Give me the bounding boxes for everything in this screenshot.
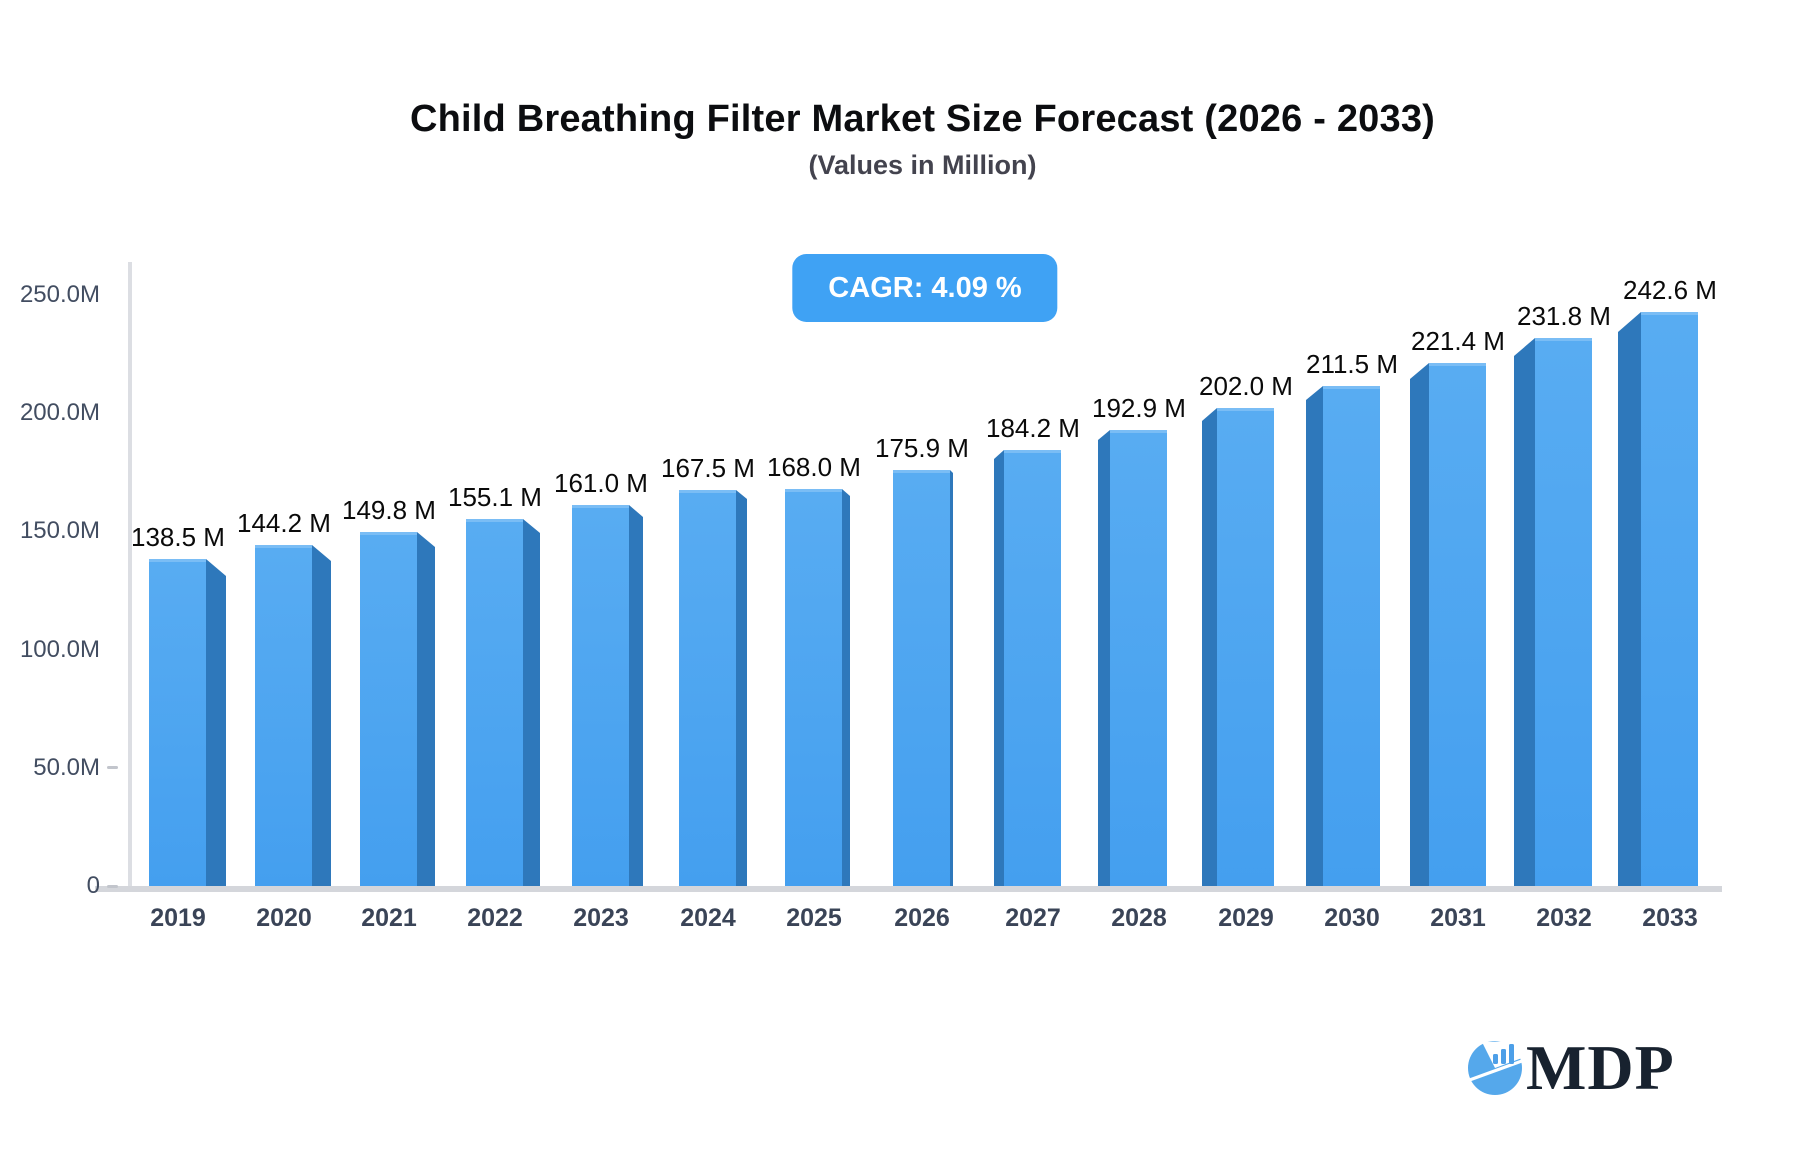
bar-2022[interactable]: [466, 519, 540, 886]
bar-3d-side-face: [417, 532, 435, 886]
y-axis-tick-mark: [107, 766, 118, 770]
bar-value-label: 221.4 M: [1411, 326, 1505, 356]
bar-front-face[interactable]: [1004, 450, 1061, 886]
brand-logo: MDP: [1468, 1032, 1675, 1103]
bar-value-label: 184.2 M: [986, 413, 1080, 443]
bar-value-label: 242.6 M: [1623, 275, 1717, 305]
bar-front-face[interactable]: [149, 559, 206, 886]
bar-value-label: 161.0 M: [554, 468, 648, 498]
x-axis-label-2030: 2030: [1324, 904, 1380, 932]
x-axis-label-2033: 2033: [1642, 904, 1698, 932]
bar-value-label: 211.5 M: [1305, 349, 1398, 379]
bar-3d-side-face: [842, 489, 850, 886]
bar-front-face[interactable]: [572, 505, 629, 886]
x-axis-label-2026: 2026: [894, 904, 950, 932]
bar-2032[interactable]: [1514, 338, 1592, 886]
x-axis-label-2031: 2031: [1430, 904, 1486, 932]
bar-front-face[interactable]: [679, 490, 736, 886]
bar-front-face[interactable]: [255, 545, 312, 886]
bar-2019[interactable]: [149, 559, 226, 886]
bar-2029[interactable]: [1202, 408, 1274, 886]
bar-3d-side-face: [1514, 338, 1535, 886]
chart-subtitle: (Values in Million): [808, 150, 1037, 180]
x-axis-baseline: [95, 886, 1722, 892]
bar-front-face[interactable]: [1110, 430, 1167, 886]
y-axis-tick-label: 200.0M: [19, 399, 100, 427]
bar-2033[interactable]: [1618, 312, 1698, 886]
bar-3d-side-face: [629, 505, 643, 886]
y-axis-tick-label: 50.0M: [33, 753, 100, 781]
bar-front-face[interactable]: [1535, 338, 1592, 886]
x-axis-label-2021: 2021: [361, 904, 417, 932]
bar-3d-side-face: [1098, 430, 1110, 886]
x-axis-label-2032: 2032: [1536, 904, 1592, 932]
bar-2020[interactable]: [255, 545, 331, 886]
y-axis-tick-label: 0: [86, 872, 100, 899]
x-axis-label-2019: 2019: [150, 904, 206, 932]
bar-3d-side-face: [950, 470, 953, 886]
y-axis-tick-label: 250.0M: [19, 280, 100, 308]
bar-3d-side-face: [1618, 312, 1641, 886]
bar-value-label: 138.5 M: [131, 522, 225, 552]
bar-2025[interactable]: [785, 489, 850, 886]
bar-value-label: 175.9 M: [875, 433, 969, 463]
bar-2027[interactable]: [994, 450, 1061, 886]
bar-value-label: 144.2 M: [237, 508, 331, 538]
x-axis-label-2027: 2027: [1005, 904, 1061, 932]
y-axis-tick-mark: [107, 884, 118, 888]
bar-value-label: 192.9 M: [1092, 393, 1186, 423]
bar-front-face[interactable]: [1323, 386, 1380, 886]
y-axis-line: [128, 262, 132, 886]
bar-3d-side-face: [206, 559, 226, 886]
bar-front-face[interactable]: [1217, 408, 1274, 886]
logo-text: MDP: [1526, 1032, 1675, 1103]
bar-value-label: 231.8 M: [1517, 301, 1611, 331]
x-axis-label-2023: 2023: [573, 904, 629, 932]
bar-front-face[interactable]: [1641, 312, 1698, 886]
bar-3d-side-face: [312, 545, 331, 886]
pie-bar-chart-icon: [1468, 1041, 1522, 1095]
bar-3d-side-face: [736, 490, 747, 886]
bar-2023[interactable]: [572, 505, 643, 886]
bar-2026[interactable]: [893, 470, 953, 886]
bar-2031[interactable]: [1410, 363, 1486, 886]
x-axis-label-2028: 2028: [1111, 904, 1167, 932]
bar-3d-side-face: [1202, 408, 1217, 886]
bar-front-face[interactable]: [1429, 363, 1486, 886]
bar-front-face[interactable]: [785, 489, 842, 886]
bar-2028[interactable]: [1098, 430, 1167, 886]
bar-3d-side-face: [523, 519, 540, 886]
x-axis-label-2029: 2029: [1218, 904, 1274, 932]
bar-3d-side-face: [1410, 363, 1429, 886]
y-axis-tick-label: 150.0M: [19, 517, 100, 545]
bar-value-label: 167.5 M: [661, 453, 755, 483]
bar-front-face[interactable]: [360, 532, 417, 886]
bar-2024[interactable]: [679, 490, 747, 886]
bar-front-face[interactable]: [893, 470, 950, 886]
chart-title: Child Breathing Filter Market Size Forec…: [409, 98, 1436, 140]
bar-3d-side-face: [994, 450, 1004, 886]
bar-value-label: 168.0 M: [767, 452, 861, 482]
bar-3d-side-face: [1306, 386, 1323, 886]
x-axis-label-2020: 2020: [256, 904, 312, 932]
bar-value-label: 155.1 M: [448, 482, 542, 512]
cagr-badge: CAGR: 4.09 %: [792, 254, 1058, 322]
x-axis-label-2022: 2022: [467, 904, 523, 932]
bar-2021[interactable]: [360, 532, 435, 886]
y-axis-tick-label: 100.0M: [19, 635, 100, 663]
bar-value-label: 202.0 M: [1199, 371, 1293, 401]
bar-value-label: 149.8 M: [342, 495, 436, 525]
bar-2030[interactable]: [1306, 386, 1380, 886]
x-axis-label-2025: 2025: [786, 904, 842, 932]
bar-front-face[interactable]: [466, 519, 523, 886]
x-axis-label-2024: 2024: [680, 904, 736, 932]
